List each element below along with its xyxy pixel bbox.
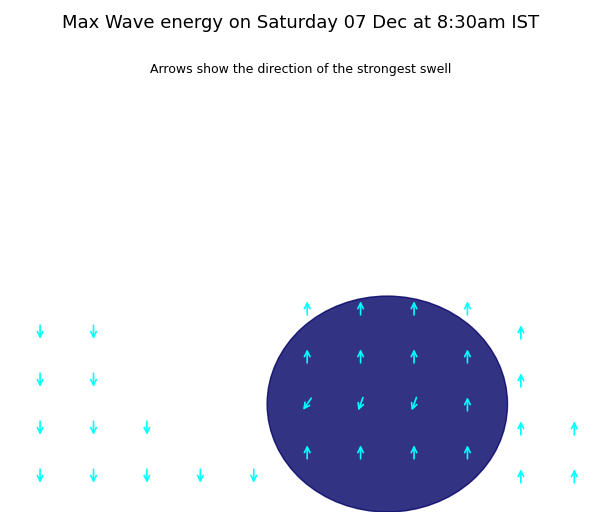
Ellipse shape (267, 296, 507, 512)
Text: Max Wave energy on Saturday 07 Dec at 8:30am IST: Max Wave energy on Saturday 07 Dec at 8:… (62, 14, 539, 32)
Text: Arrows show the direction of the strongest swell: Arrows show the direction of the stronge… (150, 62, 451, 76)
